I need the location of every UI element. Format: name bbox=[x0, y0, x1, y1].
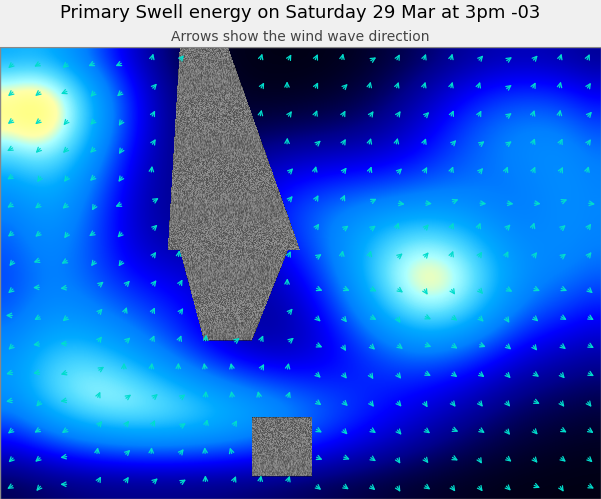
Text: Arrows show the wind wave direction: Arrows show the wind wave direction bbox=[171, 30, 430, 44]
Text: Primary Swell energy on Saturday 29 Mar at 3pm -03: Primary Swell energy on Saturday 29 Mar … bbox=[60, 4, 541, 22]
